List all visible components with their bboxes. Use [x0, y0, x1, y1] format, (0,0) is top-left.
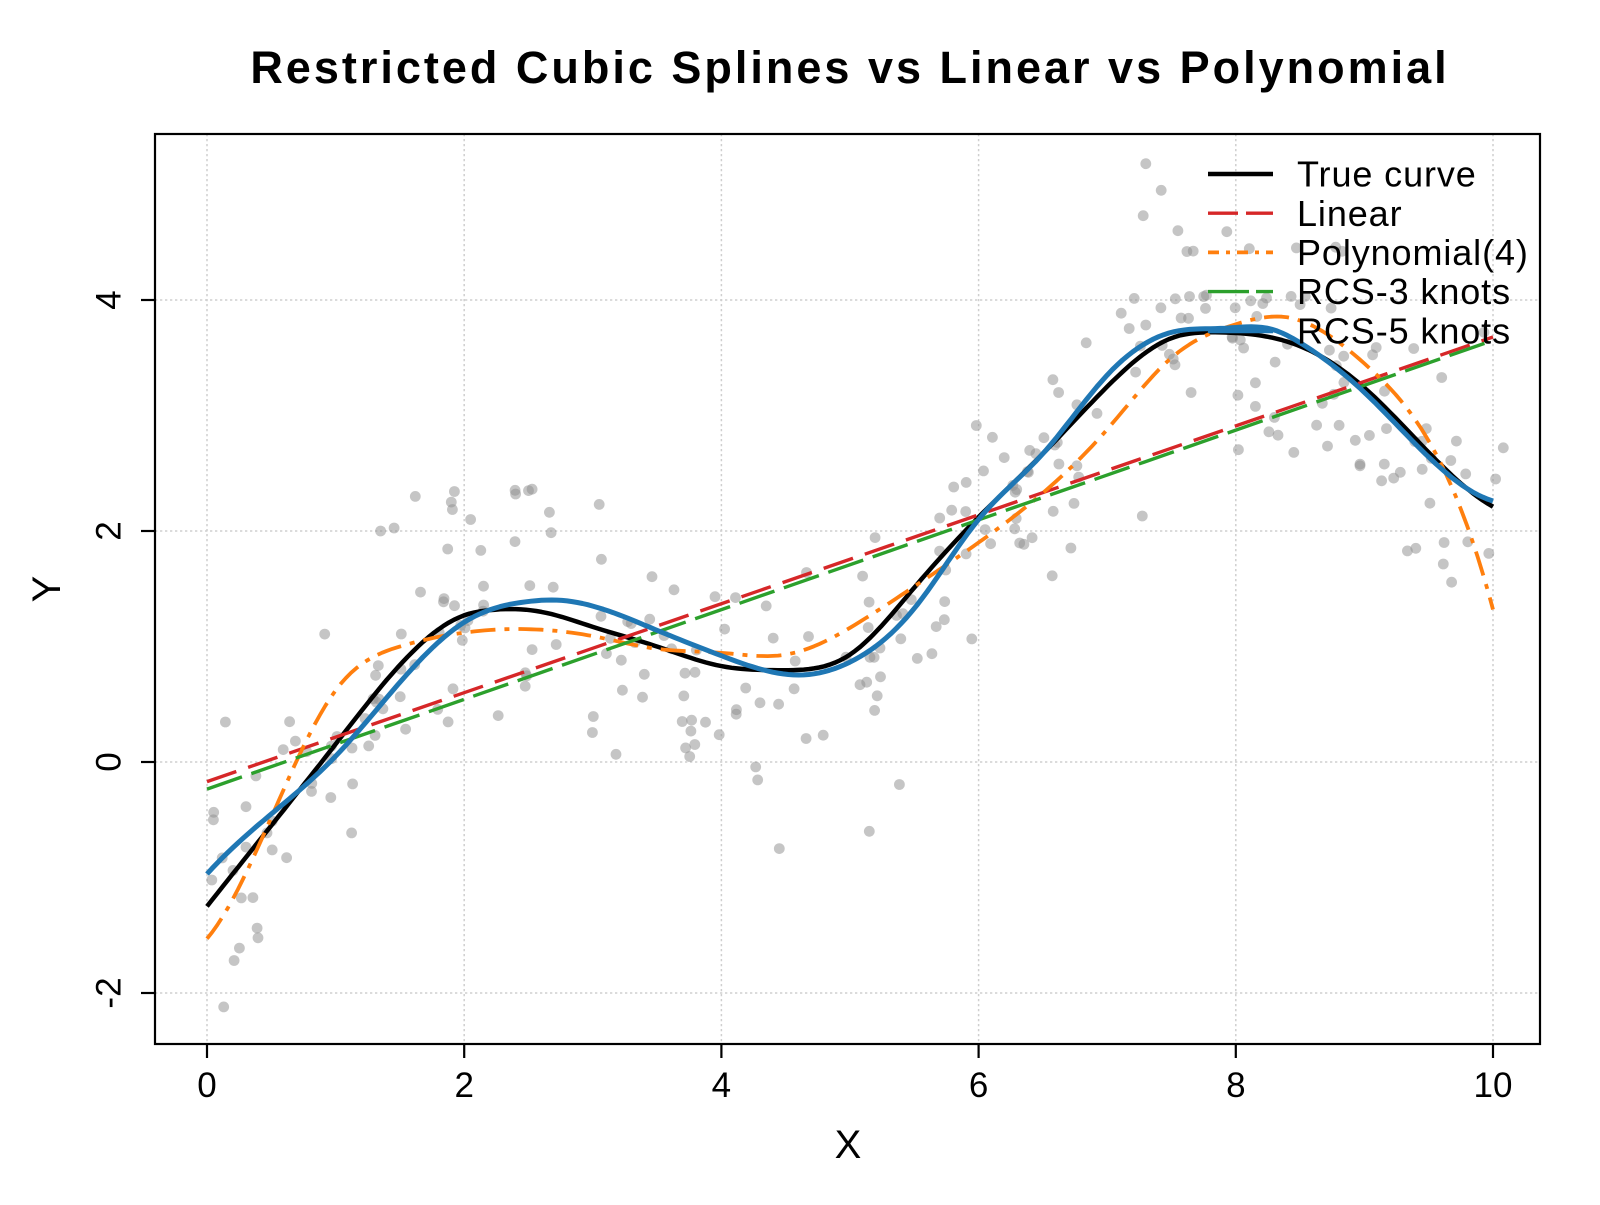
- svg-text:8: 8: [1226, 1066, 1245, 1105]
- svg-text:RCS-3 knots: RCS-3 knots: [1297, 271, 1511, 312]
- svg-text:0: 0: [197, 1066, 216, 1105]
- svg-text:X: X: [835, 1123, 862, 1167]
- svg-text:Linear: Linear: [1297, 193, 1402, 234]
- svg-text:Restricted Cubic Splines vs Li: Restricted Cubic Splines vs Linear vs Po…: [250, 42, 1449, 93]
- svg-text:6: 6: [969, 1066, 988, 1105]
- svg-text:RCS-5 knots: RCS-5 knots: [1297, 310, 1511, 351]
- svg-text:4: 4: [712, 1066, 731, 1105]
- svg-text:True curve: True curve: [1297, 154, 1477, 195]
- svg-text:0: 0: [90, 752, 129, 771]
- svg-text:2: 2: [90, 521, 129, 540]
- svg-text:Y: Y: [25, 576, 69, 603]
- svg-text:-2: -2: [90, 977, 129, 1008]
- svg-text:10: 10: [1474, 1066, 1513, 1105]
- svg-text:Polynomial(4): Polynomial(4): [1297, 232, 1529, 273]
- svg-text:4: 4: [90, 290, 129, 309]
- svg-text:2: 2: [454, 1066, 473, 1105]
